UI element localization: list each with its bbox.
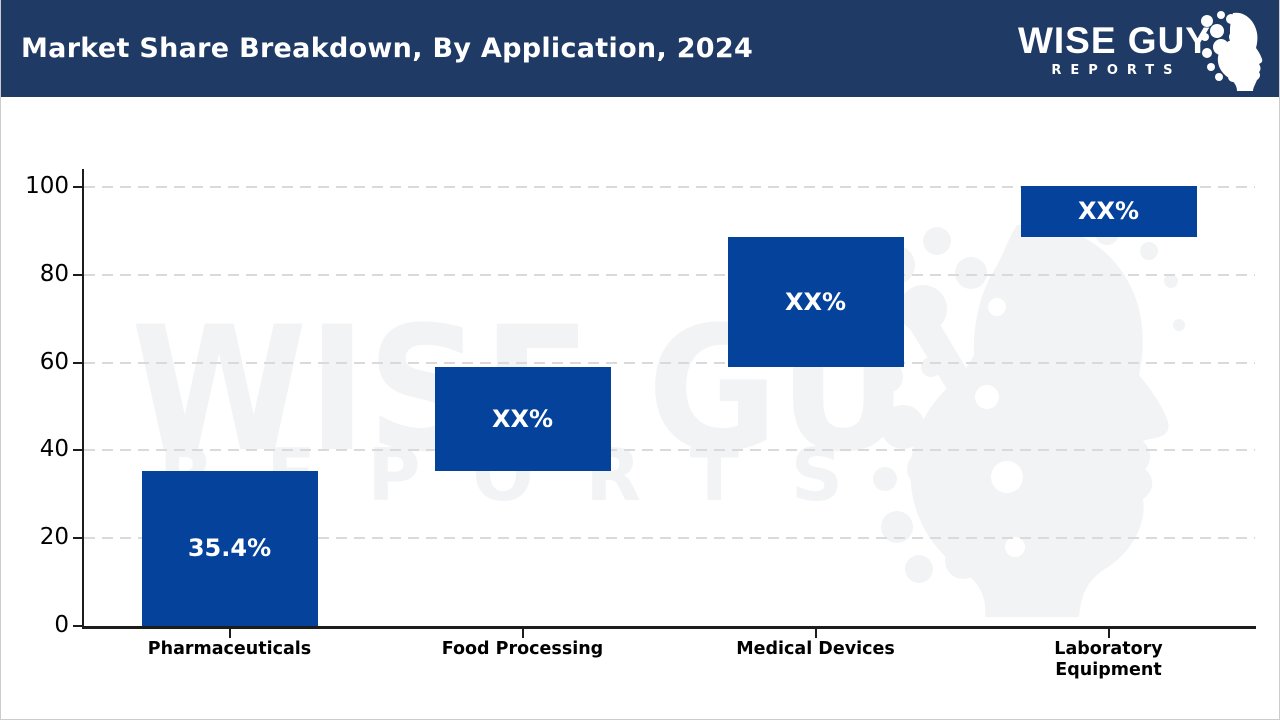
x-category-label: Pharmaceuticals	[147, 639, 312, 659]
logo-tagline: REPORTS	[1051, 62, 1182, 78]
bar-value-label: XX%	[1077, 197, 1140, 226]
x-tick-mark	[1107, 629, 1110, 638]
bar-laboratory-equipment: XX%	[1020, 185, 1197, 238]
logo-head-icon	[1201, 10, 1263, 91]
x-category-label: Food Processing	[441, 639, 604, 659]
y-tick-label: 0	[54, 612, 69, 638]
logo-wordmark: WISE GUY	[1017, 19, 1211, 61]
x-category-label: Laboratory Equipment	[1054, 639, 1163, 680]
y-tick-label: 100	[25, 173, 69, 199]
y-tick-label: 60	[39, 348, 69, 375]
wise-guy-logo: WISE GUY REPORTS	[1018, 7, 1263, 91]
plot: 0 20 40 60 80 100 35.4% Pharmaceuticals XX% Food …	[1, 97, 1279, 719]
y-tick-label: 20	[39, 524, 69, 551]
gridline-80	[84, 273, 1255, 276]
y-tick-mark	[73, 449, 82, 452]
bar-pharmaceuticals: 35.4%	[141, 470, 318, 626]
bar-food-processing: XX%	[434, 366, 611, 471]
y-tick-mark	[73, 361, 82, 364]
y-tick-mark	[73, 625, 82, 627]
header-bar: Market Share Breakdown, By Application, …	[1, 0, 1279, 97]
bar-value-label: XX%	[784, 287, 847, 316]
gridline-60	[84, 361, 1255, 364]
x-tick-mark	[228, 629, 231, 638]
y-tick-label: 40	[39, 436, 69, 463]
bar-value-label: 35.4%	[187, 534, 272, 563]
y-tick-label: 80	[39, 260, 69, 287]
y-tick-mark	[73, 537, 82, 540]
gridline-100	[84, 186, 1255, 188]
chart-title: Market Share Breakdown, By Application, …	[21, 33, 754, 64]
x-tick-mark	[521, 629, 524, 638]
gridline-40	[84, 449, 1255, 452]
gridline-20	[84, 537, 1255, 540]
x-axis	[82, 626, 1256, 629]
y-tick-mark	[73, 273, 82, 276]
chart-area: WISE GUY REPORTS	[1, 97, 1279, 719]
x-tick-mark	[814, 629, 817, 638]
bar-medical-devices: XX%	[727, 237, 904, 367]
y-axis	[82, 169, 84, 628]
logo-text: WISE GUY REPORTS	[1018, 20, 1211, 78]
x-category-label: Medical Devices	[736, 639, 895, 659]
y-tick-mark	[73, 186, 82, 188]
bar-value-label: XX%	[491, 404, 554, 433]
